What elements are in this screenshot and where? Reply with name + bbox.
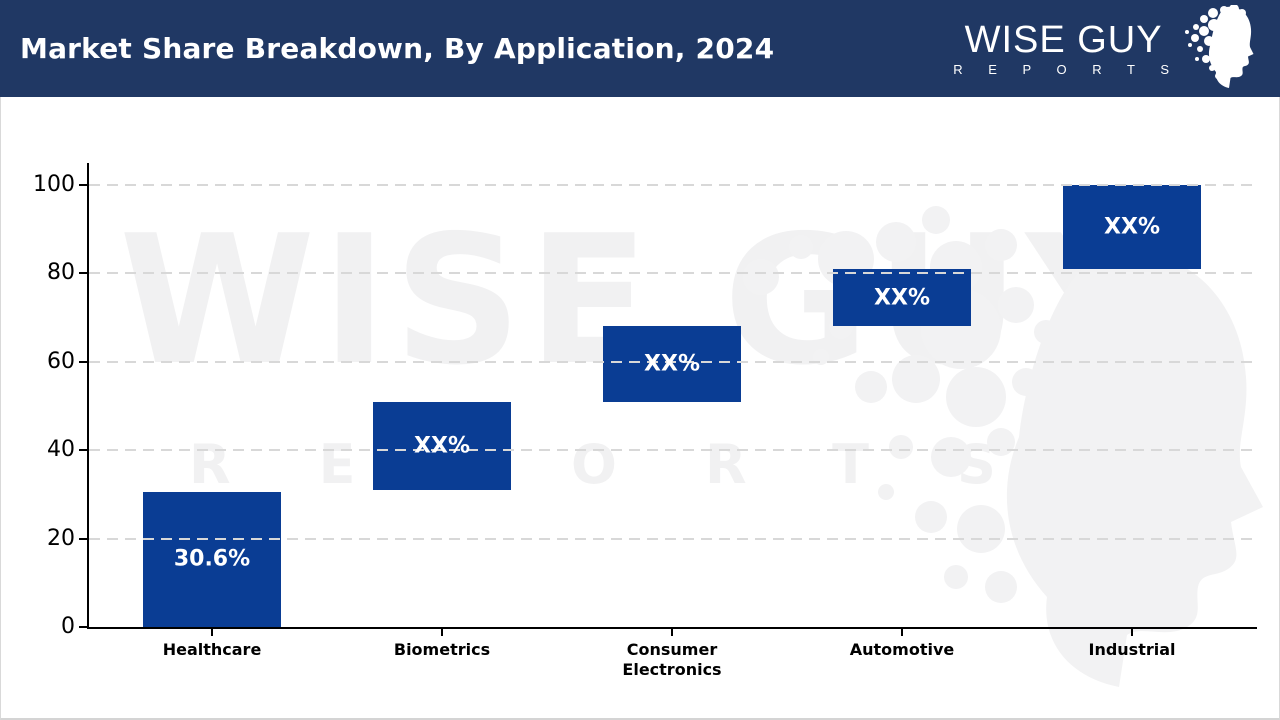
watermark-subtitle: REPORTS: [189, 433, 1084, 496]
x-axis-spine: [87, 627, 1257, 629]
x-axis-tick: [441, 629, 443, 636]
grid-line: [89, 272, 1257, 275]
grid-line: [89, 360, 1257, 363]
header-bar: Market Share Breakdown, By Application, …: [0, 0, 1280, 97]
x-category-label: Biometrics: [393, 640, 491, 659]
y-tick-label: 100: [33, 172, 75, 197]
y-axis-tick: [79, 272, 87, 275]
y-tick-label: 0: [61, 614, 75, 639]
grid-line: [89, 537, 1257, 540]
bar-value-label: 30.6%: [173, 546, 251, 572]
y-axis-tick: [79, 449, 87, 452]
bar: [1063, 185, 1201, 269]
chart-area: WISE GUY REPORTS 0 20 40 60 80 100 30.6% XX% XX%…: [0, 97, 1280, 720]
logo-text: WISE GUY R E P O R T S: [947, 21, 1180, 76]
wise-guy-logo: WISE GUY R E P O R T S: [947, 3, 1254, 93]
x-axis-tick: [211, 629, 213, 636]
y-tick-label: 20: [47, 525, 75, 551]
x-axis-tick: [901, 629, 903, 636]
logo-head-icon: [1182, 3, 1254, 93]
x-category-label: Healthcare: [162, 640, 262, 659]
x-category-label: Consumer Electronics: [622, 640, 722, 679]
bar: [603, 326, 741, 402]
y-tick-label: 80: [47, 260, 75, 286]
bar: [373, 401, 511, 490]
bar-value-label: XX%: [874, 285, 930, 311]
page-title: Market Share Breakdown, By Application, …: [20, 32, 775, 65]
bar-value-label: XX%: [644, 351, 700, 377]
logo-wordmark: WISE GUY: [964, 19, 1163, 61]
y-axis-tick: [79, 626, 87, 628]
grid-line: [89, 449, 1257, 452]
bar: [833, 268, 971, 327]
bar-value-label: XX%: [1104, 214, 1160, 240]
y-axis-spine: [87, 163, 89, 629]
x-category-label: Automotive: [849, 640, 955, 659]
logo-subtitle: R E P O R T S: [953, 62, 1180, 77]
x-axis-tick: [1131, 629, 1133, 636]
y-axis-tick: [79, 537, 87, 540]
y-axis-tick: [79, 184, 87, 186]
x-axis-tick: [671, 629, 673, 636]
bar: [143, 491, 281, 627]
bar-value-label: XX%: [414, 433, 470, 459]
y-tick-label: 40: [47, 437, 75, 463]
grid-line: [89, 184, 1257, 186]
x-category-label: Industrial: [1088, 640, 1176, 659]
y-tick-label: 60: [47, 348, 75, 374]
y-axis-tick: [79, 360, 87, 363]
